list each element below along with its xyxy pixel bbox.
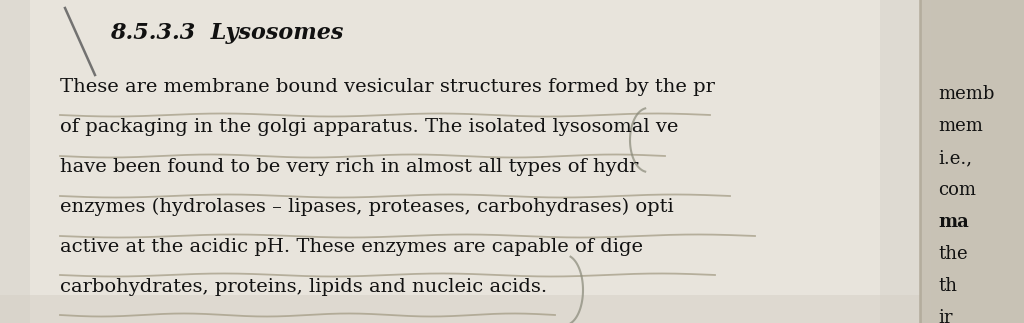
Bar bbox=[920, 0, 1024, 323]
Bar bbox=[0, 0, 920, 323]
Text: i.e.,: i.e., bbox=[938, 149, 972, 167]
Text: have been found to be very rich in almost all types of hydr: have been found to be very rich in almos… bbox=[60, 158, 638, 176]
Text: memb: memb bbox=[938, 85, 994, 103]
Text: mem: mem bbox=[938, 117, 983, 135]
Text: th: th bbox=[938, 277, 957, 295]
Text: active at the acidic pH. These enzymes are capable of dige: active at the acidic pH. These enzymes a… bbox=[60, 238, 643, 256]
Text: enzymes (hydrolases – lipases, proteases, carbohydrases) opti: enzymes (hydrolases – lipases, proteases… bbox=[60, 198, 674, 216]
Text: com: com bbox=[938, 181, 976, 199]
Bar bbox=[0, 295, 920, 323]
Text: These are membrane bound vesicular structures formed by the pr: These are membrane bound vesicular struc… bbox=[60, 78, 715, 96]
Text: ir: ir bbox=[938, 309, 952, 323]
Text: 8.5.3.3  Lysosomes: 8.5.3.3 Lysosomes bbox=[110, 22, 343, 44]
Text: of packaging in the golgi apparatus. The isolated lysosomal ve: of packaging in the golgi apparatus. The… bbox=[60, 118, 678, 136]
Bar bbox=[30, 0, 880, 323]
Text: ma: ma bbox=[938, 213, 969, 231]
Text: carbohydrates, proteins, lipids and nucleic acids.: carbohydrates, proteins, lipids and nucl… bbox=[60, 278, 547, 296]
Text: the: the bbox=[938, 245, 968, 263]
